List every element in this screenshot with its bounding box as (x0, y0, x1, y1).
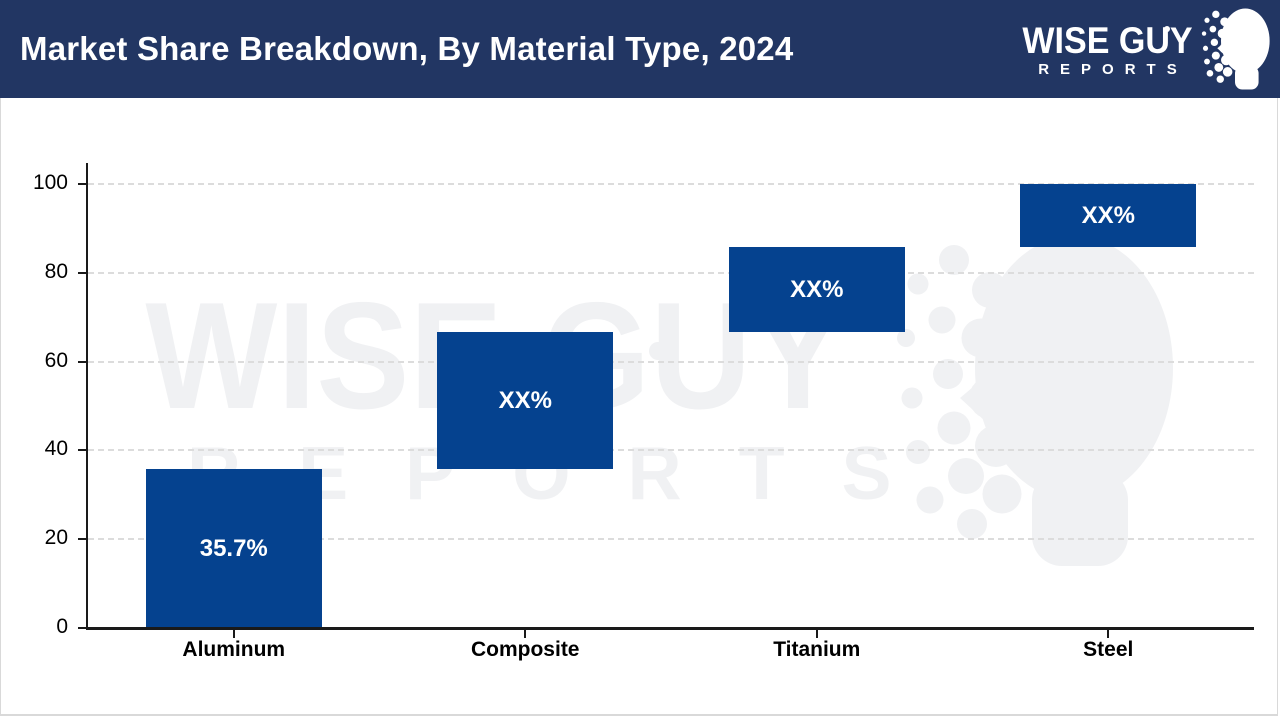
x-axis-tick-label: Steel (1083, 638, 1134, 661)
y-axis-tick (78, 449, 88, 452)
watermark-dot-icon (649, 342, 667, 360)
x-axis-tick-label: Composite (470, 638, 580, 661)
x-axis-tick (524, 630, 527, 638)
logo-face-icon (1201, 8, 1270, 90)
logo-subtitle: REPORTS (1038, 60, 1188, 78)
y-axis-tick-label: 0 (56, 615, 68, 638)
y-axis-tick-label: 100 (32, 171, 68, 194)
y-axis-tick (78, 627, 88, 629)
gridline (88, 271, 1254, 274)
x-axis-tick (1107, 630, 1110, 638)
y-axis-tick-label: 80 (44, 259, 68, 283)
x-axis-line (86, 627, 1254, 630)
page-title: Market Share Breakdown, By Material Type… (20, 30, 794, 67)
y-axis-tick-label: 60 (44, 348, 68, 372)
y-axis-tick-label: 40 (44, 437, 68, 461)
bar-titanium: XX% (728, 247, 905, 332)
bar-value-label: 35.7% (199, 534, 268, 562)
bar-value-label: XX% (1081, 201, 1135, 229)
gridline (88, 449, 1254, 452)
brand-logo: WISE GUY REPORTS (1015, 7, 1272, 91)
bar-steel: XX% (1020, 184, 1197, 248)
logo-text: WISE GUY REPORTS (1015, 22, 1200, 77)
logo-dot-icon (1164, 25, 1170, 32)
gridline (88, 538, 1254, 541)
bar-value-label: XX% (790, 275, 844, 303)
bar-composite: XX% (437, 331, 614, 470)
y-axis-tick (78, 271, 88, 274)
gridline (88, 360, 1254, 363)
x-axis-tick-label: Aluminum (182, 638, 286, 661)
x-axis-tick-label: Titanium (773, 638, 861, 661)
y-axis-tick (78, 183, 88, 185)
x-axis-tick (232, 630, 235, 638)
y-axis-tick-label: 20 (44, 526, 68, 550)
y-axis-tick (78, 360, 88, 363)
y-axis-tick (78, 538, 88, 541)
bar-aluminum: 35.7% (145, 469, 322, 628)
header-bar: Market Share Breakdown, By Material Type… (0, 0, 1280, 98)
y-axis-line (86, 163, 88, 630)
gridline (88, 183, 1254, 185)
x-axis-tick (815, 630, 818, 638)
bar-value-label: XX% (498, 386, 552, 414)
